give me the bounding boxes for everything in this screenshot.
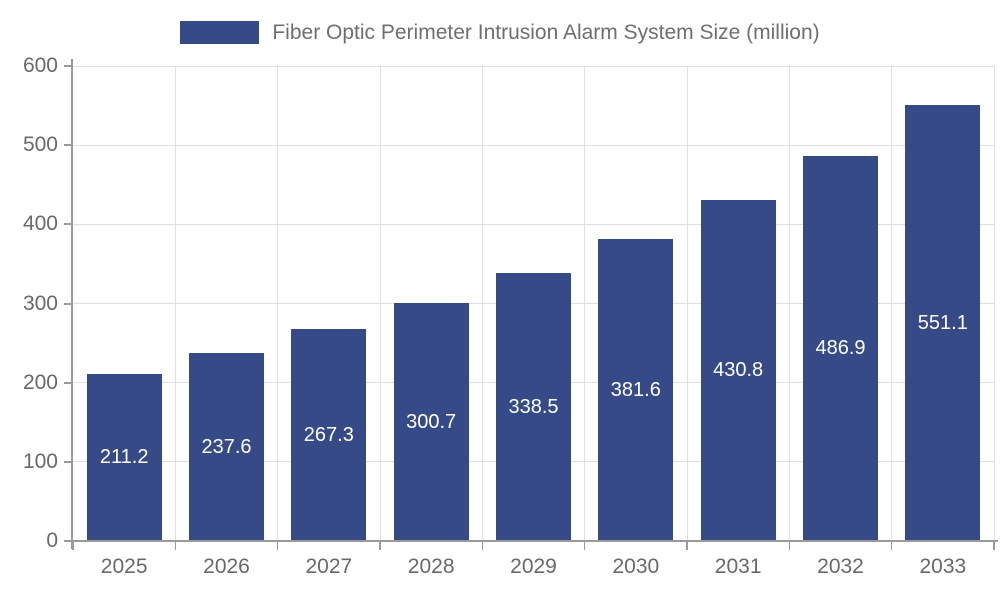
bar-2030[interactable]: 381.6 — [598, 238, 674, 541]
bar-2031[interactable]: 430.8 — [700, 199, 776, 541]
gridline-vertical — [379, 66, 381, 541]
bar-2025[interactable]: 211.2 — [86, 373, 162, 541]
x-axis-tick — [788, 542, 791, 550]
gridline-horizontal — [73, 223, 994, 225]
bar-value-label: 237.6 — [201, 435, 252, 458]
x-tick-label: 2030 — [612, 555, 660, 578]
gridline-horizontal — [73, 65, 994, 67]
y-tick-label: 0 — [46, 529, 58, 552]
x-tick-label: 2027 — [305, 555, 353, 578]
gridline-vertical — [481, 66, 483, 541]
bar-2029[interactable]: 338.5 — [496, 273, 571, 541]
x-axis-tick — [174, 542, 177, 550]
gridline-vertical — [277, 66, 279, 541]
bar-2027[interactable]: 267.3 — [291, 329, 367, 541]
bar-value-label: 430.8 — [713, 359, 764, 382]
bar-value-label: 338.5 — [508, 396, 559, 418]
bar-value-label: 267.3 — [303, 424, 354, 447]
y-tick-label: 300 — [22, 291, 58, 315]
x-axis-tick — [481, 542, 484, 550]
x-tick-label: 2025 — [100, 555, 148, 578]
bar-2028[interactable]: 300.7 — [393, 302, 469, 541]
bar-value-label: 486.9 — [815, 337, 866, 360]
bar-2026[interactable]: 237.6 — [189, 352, 264, 541]
y-tick-label: 100 — [22, 449, 58, 473]
gridline-vertical — [174, 66, 176, 541]
gridline-vertical — [891, 66, 893, 541]
x-axis-tick — [890, 542, 893, 550]
x-axis-tick — [583, 542, 586, 550]
y-axis-tick — [64, 65, 73, 67]
x-axis-tick — [72, 542, 74, 550]
x-tick-label: 2031 — [714, 555, 762, 578]
bar-value-label: 551.1 — [917, 311, 968, 334]
gridline-vertical — [993, 66, 995, 541]
x-axis-tick — [379, 542, 381, 550]
y-axis-tick — [64, 144, 73, 147]
y-tick-label: 200 — [22, 370, 58, 394]
gridline-vertical — [686, 66, 688, 541]
x-tick-label: 2033 — [919, 555, 967, 578]
bar-2033[interactable]: 551.1 — [905, 104, 981, 541]
bar-value-label: 381.6 — [610, 378, 661, 401]
legend-swatch — [180, 20, 260, 44]
gridline-horizontal — [73, 144, 994, 146]
bar-2032[interactable]: 486.9 — [803, 155, 878, 541]
y-axis-tick — [64, 223, 73, 226]
y-axis-tick — [64, 381, 73, 384]
x-axis-tick — [276, 542, 279, 550]
legend-label: Fiber Optic Perimeter Intrusion Alarm Sy… — [272, 20, 820, 44]
y-axis-tick — [64, 540, 73, 542]
x-tick-label: 2026 — [203, 555, 250, 578]
x-axis-tick — [686, 542, 688, 550]
bar-value-label: 300.7 — [406, 410, 457, 433]
y-tick-label: 500 — [22, 133, 58, 157]
x-axis-tick — [993, 542, 995, 550]
x-tick-label: 2032 — [817, 555, 864, 578]
bar-value-label: 211.2 — [99, 446, 149, 469]
y-axis-tick — [64, 460, 73, 463]
x-tick-label: 2028 — [407, 555, 455, 578]
plot-area: 211.2 237.6 267.3 300.7 338.5 381.6 430.8 486.9… — [64, 59, 998, 550]
x-axis-line — [65, 540, 998, 542]
y-tick-label: 600 — [22, 54, 58, 77]
legend[interactable]: Fiber Optic Perimeter Intrusion Alarm Sy… — [0, 17, 1000, 47]
gridline-vertical — [584, 66, 586, 541]
gridline-vertical — [788, 66, 790, 541]
y-axis-tick — [64, 302, 73, 305]
y-tick-label: 400 — [22, 212, 58, 236]
x-tick-label: 2029 — [510, 555, 557, 578]
